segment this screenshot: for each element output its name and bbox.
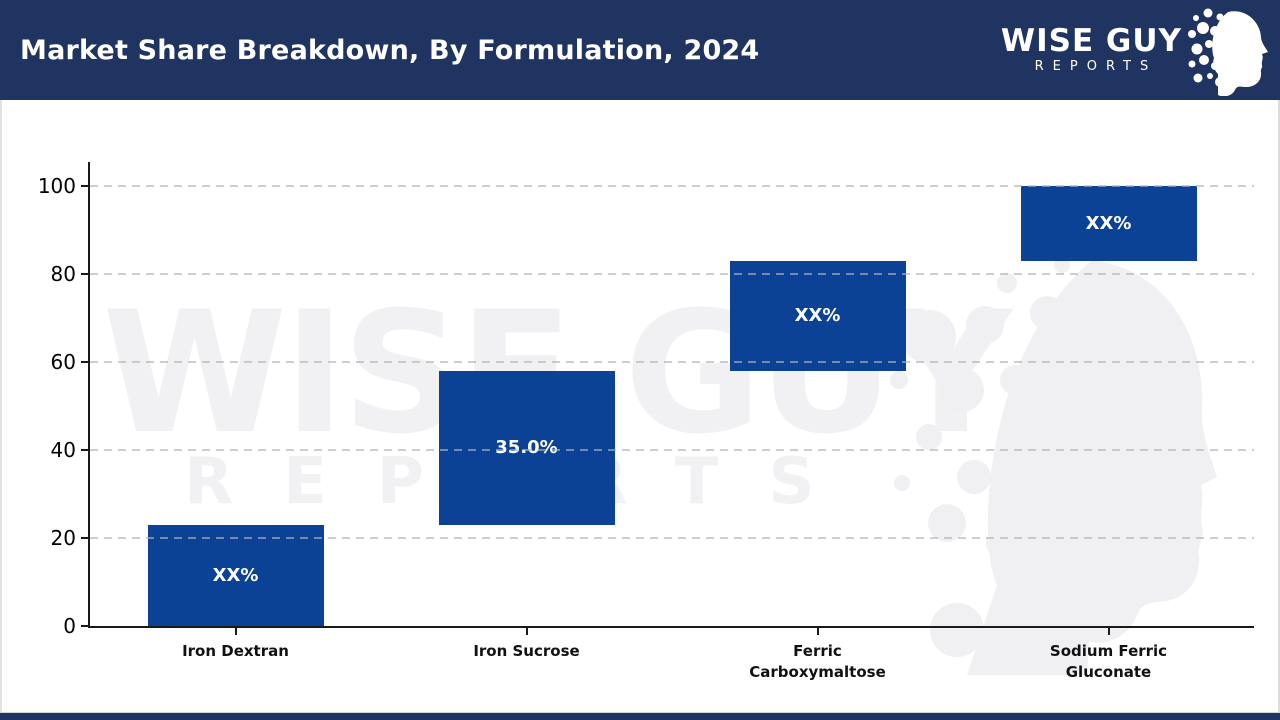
x-tick-mark xyxy=(816,628,819,635)
grid-line xyxy=(90,185,1254,187)
y-tick-mark xyxy=(81,273,88,275)
x-axis-line xyxy=(88,626,1254,628)
y-tick-mark xyxy=(81,625,88,627)
y-tick-mark xyxy=(81,185,88,187)
y-tick-mark xyxy=(81,537,88,539)
y-tick-label: 60 xyxy=(50,350,76,374)
x-tick-label: Iron Dextran xyxy=(182,642,289,660)
bar-iron-sucrose: 35.0% xyxy=(438,370,615,525)
x-tick-label: Sodium Ferric Gluconate xyxy=(1049,642,1168,681)
y-tick-mark xyxy=(81,449,88,451)
grid-line xyxy=(90,361,1254,363)
bar-value-label: XX% xyxy=(1085,212,1132,234)
y-tick-label: 80 xyxy=(50,262,76,286)
x-tick-label: Iron Sucrose xyxy=(473,642,580,660)
bar-value-label: 35.0% xyxy=(495,437,558,459)
bar-ferric-carboxymaltose: XX% xyxy=(729,260,906,371)
y-tick-mark xyxy=(81,361,88,363)
y-tick-label: 0 xyxy=(63,614,76,638)
y-tick-label: 20 xyxy=(50,526,76,550)
x-tick-mark xyxy=(234,628,237,635)
wise-guy-reports-logo: WISE GUY REPORTS xyxy=(1001,4,1272,96)
watermark-head-icon xyxy=(890,257,1217,675)
bar-value-label: XX% xyxy=(212,564,259,586)
bar-sodium-ferric-gluconate: XX% xyxy=(1020,186,1197,261)
bar-value-label: XX% xyxy=(794,305,841,327)
y-tick-label: 100 xyxy=(37,174,76,198)
logo-line2: REPORTS xyxy=(1034,59,1158,74)
x-tick-mark xyxy=(1107,628,1110,635)
y-axis-line xyxy=(88,162,90,628)
grid-line xyxy=(90,537,1254,539)
bar-iron-dextran: XX% xyxy=(147,524,324,626)
x-tick-mark xyxy=(525,628,528,635)
footer-bar xyxy=(0,712,1280,720)
logo-wordmark: WISE GUY REPORTS xyxy=(1001,25,1182,75)
header-bar: Market Share Breakdown, By Formulation, … xyxy=(0,0,1280,100)
y-tick-label: 40 xyxy=(50,438,76,462)
logo-line1: WISE GUY xyxy=(1000,23,1182,59)
x-tick-label: Ferric Carboxymaltose xyxy=(749,642,886,681)
logo-head-icon xyxy=(1188,8,1268,96)
grid-line xyxy=(90,273,1254,275)
page-title: Market Share Breakdown, By Formulation, … xyxy=(20,34,760,66)
grid-line xyxy=(90,449,1254,451)
